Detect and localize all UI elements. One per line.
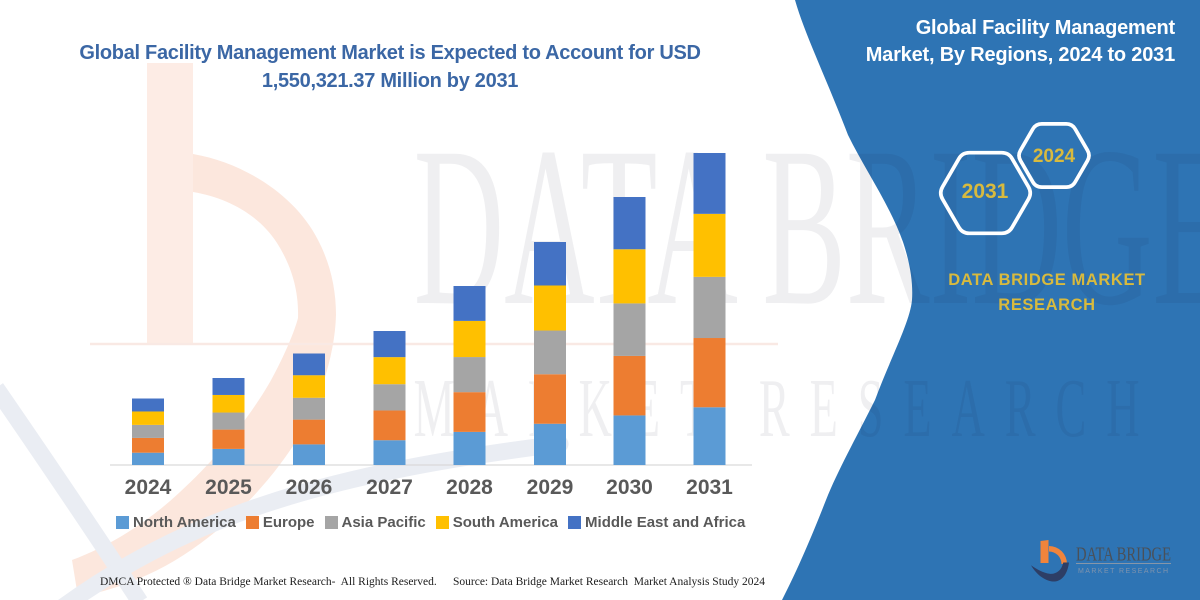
svg-text:DATA BRIDGE: DATA BRIDGE — [1076, 544, 1171, 566]
svg-text:MARKET RESEARCH: MARKET RESEARCH — [1078, 568, 1170, 575]
